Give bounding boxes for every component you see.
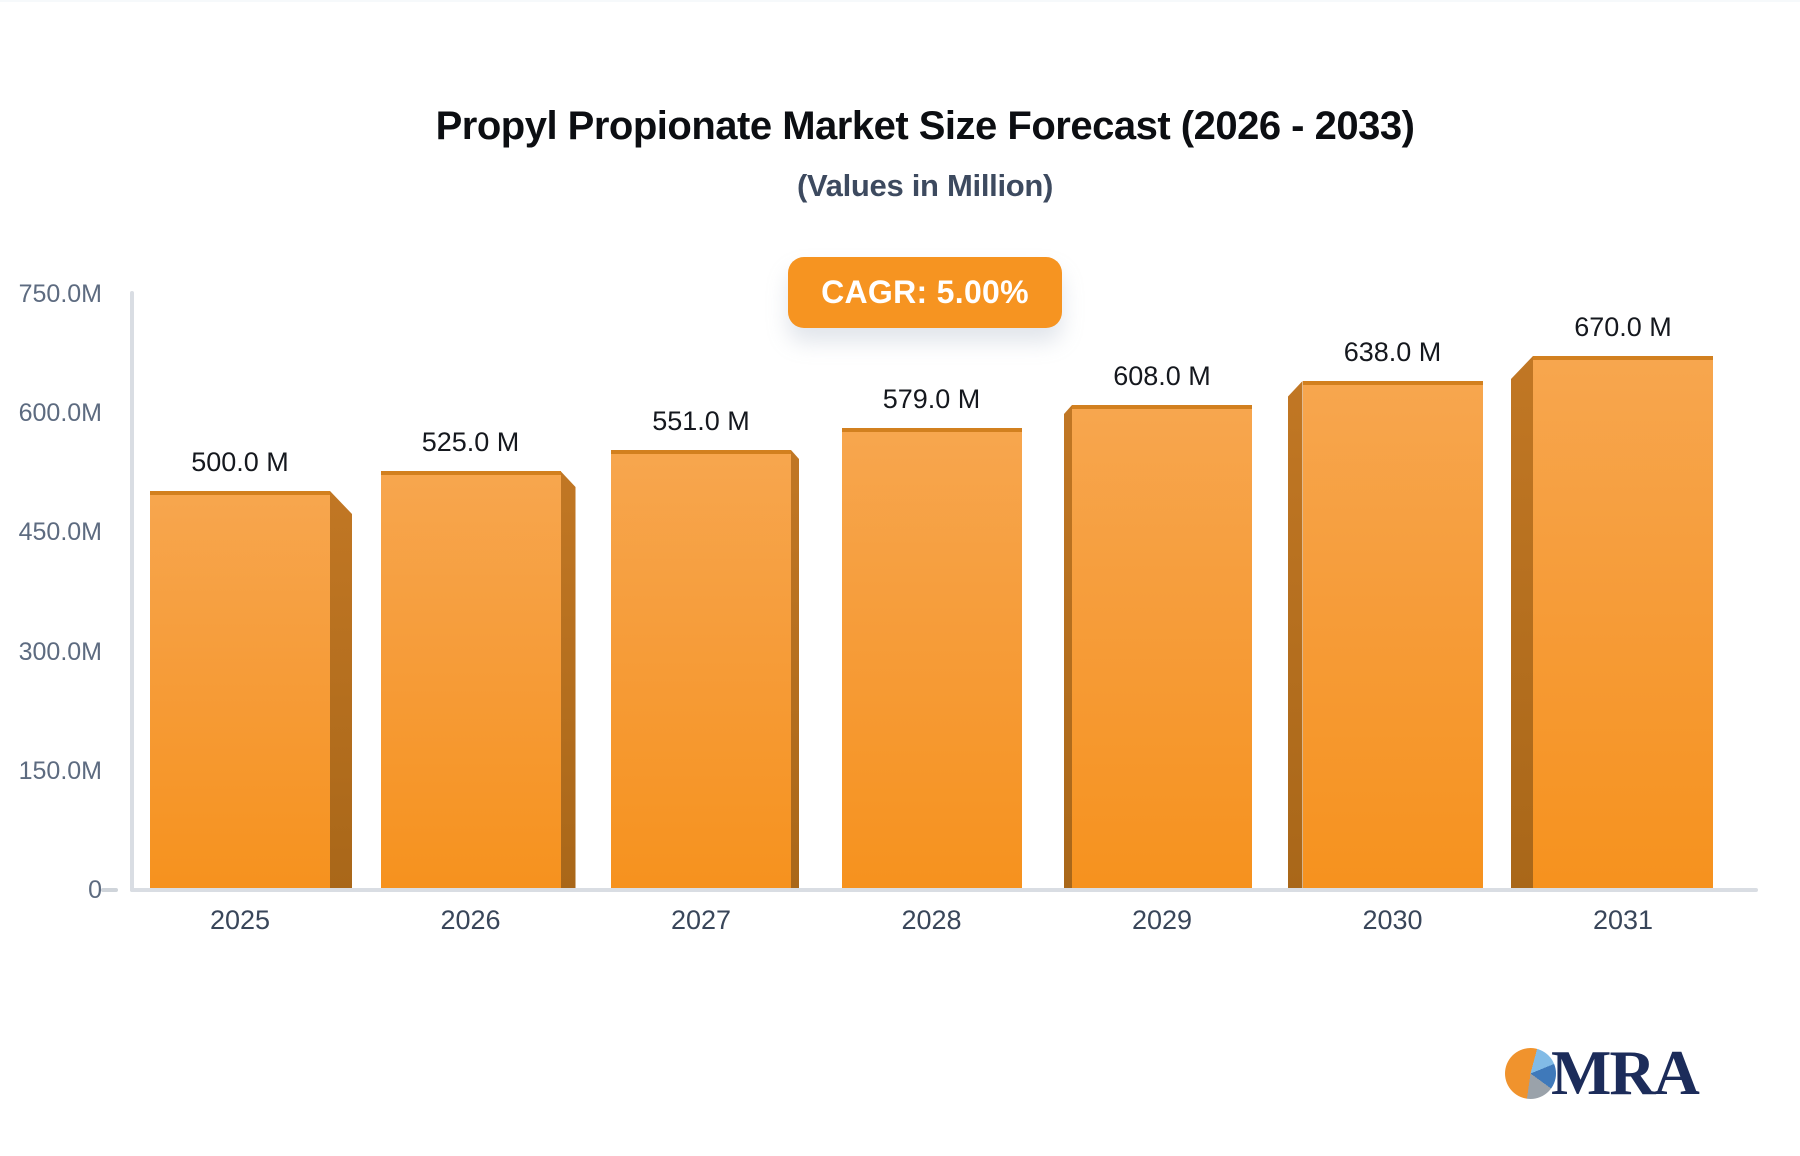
bar-value-label-2025: 500.0 M [191,447,289,477]
bar-value-label-2029: 608.0 M [1113,361,1211,391]
y-tick-label-150.0M: 150.0M [18,756,102,785]
bar-side-2030 [1287,381,1303,888]
bar-2027 [611,450,791,888]
bar-side-2031 [1511,356,1533,888]
mra-logo: MRA [1505,1038,1765,1108]
bar-2028 [841,428,1022,888]
pie-chart-icon [1505,1048,1556,1099]
cagr-badge: CAGR: 5.00% [788,257,1062,328]
bar-2025 [150,491,330,888]
bar-side-2025 [330,491,352,888]
y-tick-label-300.0M: 300.0M [18,637,102,666]
x-axis-label-2026: 2026 [440,905,501,935]
bar-2026 [380,471,561,888]
bar-2029 [1072,405,1252,888]
bar-value-label-2027: 551.0 M [652,406,750,436]
x-axis-label-2028: 2028 [901,905,962,935]
chart-subtitle: (Values in Million) [796,168,1054,203]
bar-value-label-2031: 670.0 M [1574,312,1672,342]
x-axis-label-2027: 2027 [670,905,732,935]
x-axis-label-2029: 2029 [1131,905,1193,935]
bar-value-label-2028: 579.0 M [882,384,981,414]
bar-2030 [1302,381,1483,888]
bar-value-label-2030: 638.0 M [1343,337,1442,367]
y-tick-label-600.0M: 600.0M [18,399,102,428]
x-axis-baseline [130,888,1758,892]
logo-text: MRA [1551,1037,1700,1108]
zero-tick-mark [101,888,118,892]
x-axis-label-2031: 2031 [1592,905,1654,935]
y-axis-line [130,291,134,892]
bar-2031 [1533,356,1713,888]
y-tick-label-750.0M: 750.0M [18,280,102,308]
bar-side-2029 [1064,405,1072,888]
bar-side-2027 [791,450,799,888]
chart-title: Propyl Propionate Market Size Forecast (… [435,104,1415,148]
y-tick-label-450.0M: 450.0M [18,518,102,547]
bar-side-2026 [560,471,576,888]
y-tick-label-0: 0 [88,876,102,904]
x-axis-label-2030: 2030 [1362,905,1423,935]
x-axis-label-2025: 2025 [209,905,271,935]
bar-value-label-2026: 525.0 M [421,427,520,457]
